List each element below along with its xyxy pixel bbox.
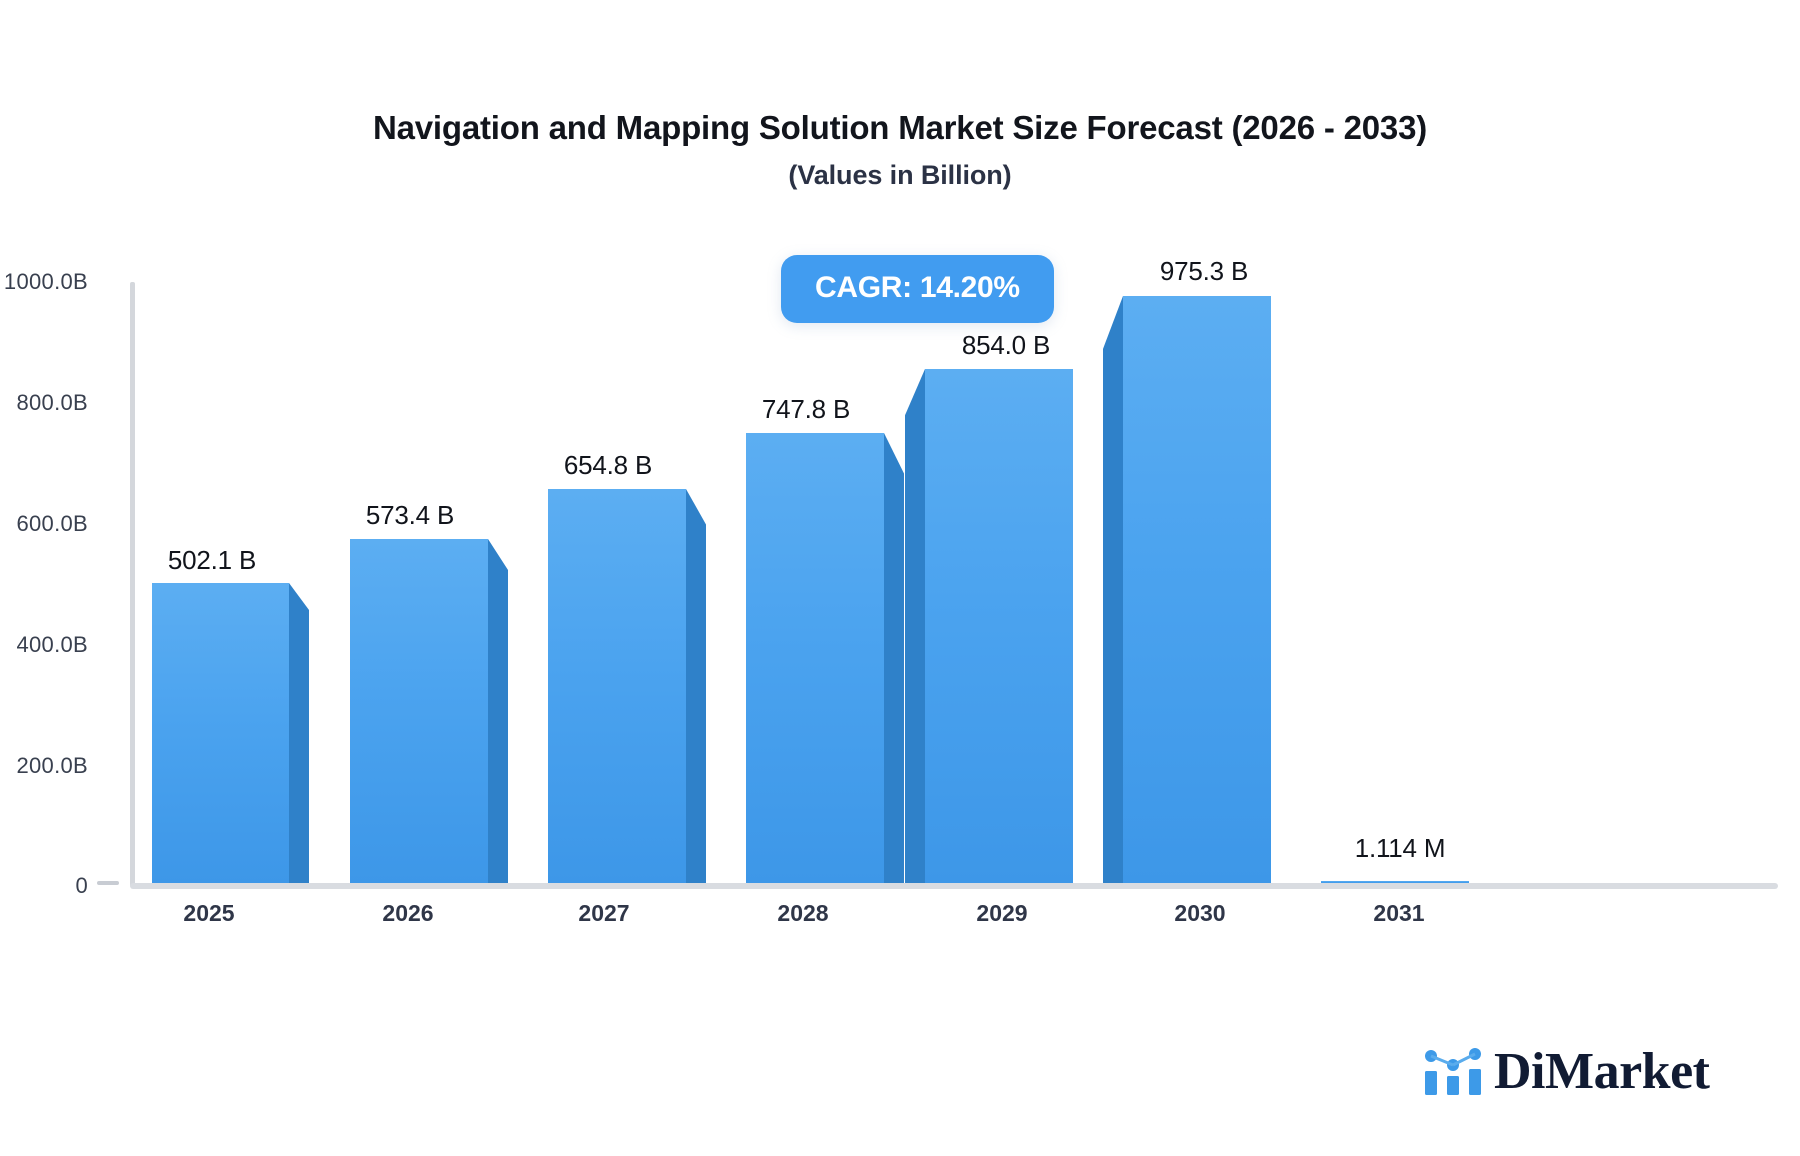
bar-face bbox=[152, 583, 289, 883]
bar-value-label-2030: 975.3 B bbox=[1159, 256, 1249, 286]
x-tick-label-2027: 2027 bbox=[578, 900, 630, 926]
bar-2029[interactable] bbox=[905, 369, 1073, 883]
chart-subtitle: (Values in Billion) bbox=[788, 159, 1012, 190]
bar-2030[interactable] bbox=[1103, 296, 1271, 883]
bar-side-panel bbox=[289, 583, 309, 883]
bar-side-panel bbox=[905, 369, 925, 883]
y-tick-label-600: 600.0B bbox=[16, 511, 88, 536]
brand-logo: DiMarket bbox=[1424, 1043, 1710, 1100]
bar-value-label-2028: 747.8 B bbox=[761, 394, 851, 424]
x-axis-line bbox=[130, 883, 1778, 889]
y-tick-label-400: 400.0B bbox=[16, 632, 88, 657]
cagr-badge: CAGR: 14.20% bbox=[781, 255, 1054, 323]
bar-value-label-2031: 1.114 M bbox=[1354, 833, 1446, 863]
bar-2026[interactable] bbox=[350, 539, 508, 883]
x-tick-label-2031: 2031 bbox=[1373, 900, 1425, 926]
y-axis-line bbox=[130, 282, 135, 887]
x-tick-label-2026: 2026 bbox=[382, 900, 434, 926]
y-tick-label-1000: 1000.0B bbox=[3, 269, 88, 294]
bar-side-panel bbox=[488, 539, 508, 883]
x-tick-label-2028: 2028 bbox=[777, 900, 829, 926]
x-tick-label-2025: 2025 bbox=[183, 900, 235, 926]
bar-side-panel bbox=[1103, 296, 1123, 883]
bar-value-label-2029: 854.0 B bbox=[961, 330, 1051, 360]
bar-2028[interactable] bbox=[746, 433, 904, 883]
bar-face bbox=[350, 539, 488, 883]
bar-2025[interactable] bbox=[152, 583, 309, 883]
bar-chart-dots-icon bbox=[1425, 1048, 1481, 1095]
y-tick-label-800: 800.0B bbox=[16, 390, 88, 415]
bar-2027[interactable] bbox=[548, 489, 706, 883]
bar-value-label-2025: 502.1 B bbox=[167, 545, 257, 575]
brand-logo-text: DiMarket bbox=[1494, 1043, 1710, 1100]
bar-value-label-2026: 573.4 B bbox=[365, 500, 455, 530]
bar-face bbox=[1321, 881, 1469, 883]
chart-title-block: Navigation and Mapping Solution Market S… bbox=[0, 108, 1800, 191]
bar-face bbox=[1123, 296, 1271, 883]
y-tick-label-0: 0 bbox=[75, 873, 88, 898]
bar-face bbox=[746, 433, 884, 883]
bar-2031[interactable] bbox=[1321, 881, 1469, 883]
page-title: Navigation and Mapping Solution Market S… bbox=[372, 109, 1428, 146]
x-tick-label-2030: 2030 bbox=[1174, 900, 1226, 926]
bar-side-panel bbox=[686, 489, 706, 883]
bar-side-panel bbox=[884, 433, 904, 883]
y-tick-label-200: 200.0B bbox=[16, 753, 88, 778]
x-tick-label-2029: 2029 bbox=[976, 900, 1028, 926]
bar-value-label-2027: 654.8 B bbox=[563, 450, 653, 480]
bar-face bbox=[548, 489, 686, 883]
bar-face bbox=[925, 369, 1073, 883]
y-axis-zero-tick-mark bbox=[97, 881, 119, 885]
